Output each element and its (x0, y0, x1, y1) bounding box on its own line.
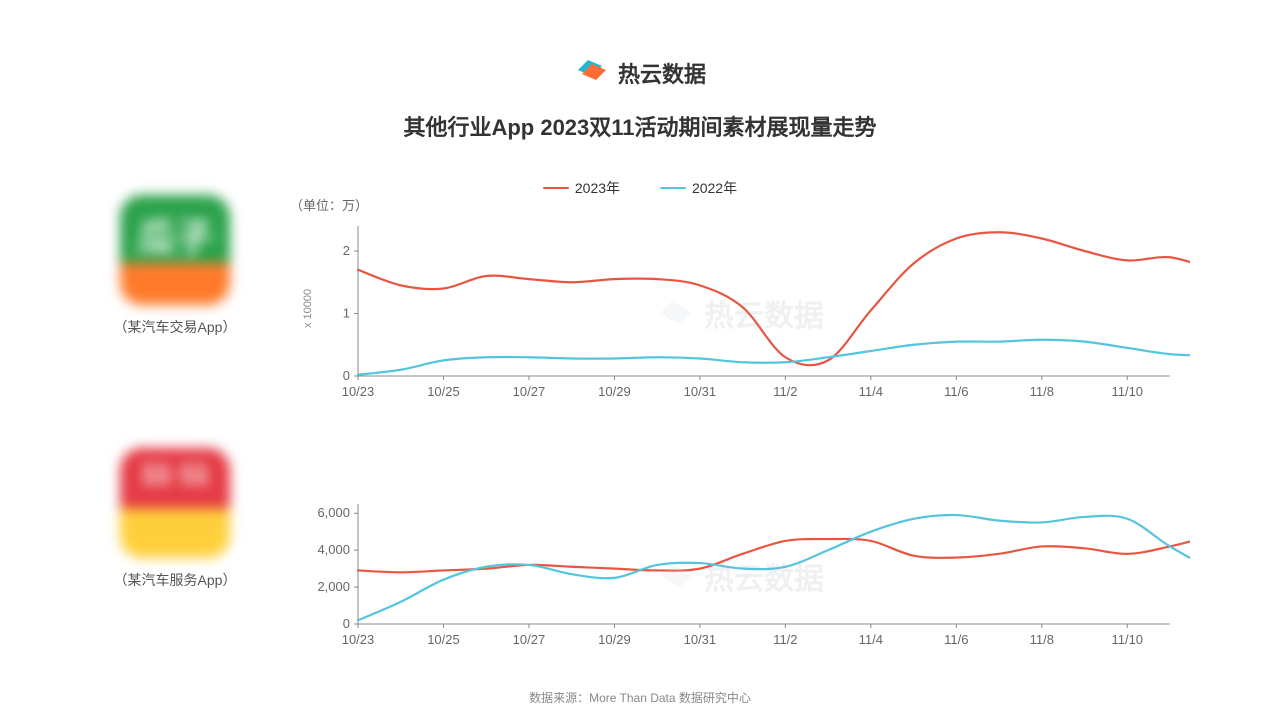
svg-text:11/4: 11/4 (859, 384, 883, 399)
svg-text:11/8: 11/8 (1030, 384, 1054, 399)
chart-svg-car-service: 0 2,000 4,000 6,000 10/23 10/25 10/27 10/29 10/3… (290, 496, 1190, 654)
page-root: 热云数据 其他行业App 2023双11活动期间素材展现量走势 2023年 20… (0, 0, 1280, 720)
svg-text:1: 1 (343, 306, 350, 321)
brand-block: 热云数据 (0, 56, 1280, 89)
svg-text:10/27: 10/27 (513, 632, 546, 647)
chart-wrap-2: 0 2,000 4,000 6,000 10/23 10/25 10/27 10/29 10/3… (290, 496, 1190, 659)
svg-text:10/31: 10/31 (684, 384, 717, 399)
chart-area-car-trade: （单位：万） x 10000 0 1 2 10/23 10/25 10/27 10/29 10… (290, 195, 1190, 411)
app-caption-car-service: （某汽车服务App） (100, 570, 250, 590)
page-title: 其他行业App 2023双11活动期间素材展现量走势 (0, 110, 1280, 142)
svg-text:11/8: 11/8 (1030, 632, 1054, 647)
app-icon-car-trade: 瓜子 (120, 195, 230, 305)
unit-label-chart1: （单位：万） (290, 195, 1190, 214)
y-axis-title-chart1: x 10000 (302, 289, 314, 328)
chart-block-car-service: 11·11 （某汽车服务App） 0 2,000 4,000 6,000 10/23 10… (0, 448, 1280, 678)
app-caption-car-trade: （某汽车交易App） (100, 317, 250, 337)
data-source: 数据来源：More Than Data 数据研究中心 (0, 689, 1280, 706)
svg-text:2,000: 2,000 (317, 579, 350, 594)
chart-wrap-1: x 10000 0 1 2 10/23 10/25 10/27 10/29 10/31 11/2… (290, 218, 1190, 411)
svg-text:10/25: 10/25 (427, 384, 460, 399)
svg-text:11/2: 11/2 (773, 384, 797, 399)
brand-logo-icon (574, 56, 610, 89)
chart-area-car-service: 0 2,000 4,000 6,000 10/23 10/25 10/27 10/29 10/3… (290, 496, 1190, 659)
svg-text:0: 0 (343, 368, 350, 383)
svg-text:10/27: 10/27 (513, 384, 546, 399)
svg-text:10/23: 10/23 (342, 632, 375, 647)
app-column-car-service: 11·11 （某汽车服务App） (100, 448, 250, 590)
svg-text:11/4: 11/4 (859, 632, 883, 647)
svg-text:10/29: 10/29 (598, 384, 631, 399)
svg-text:11/6: 11/6 (944, 632, 968, 647)
chart-block-car-trade: 瓜子 （某汽车交易App） （单位：万） x 10000 0 1 2 10/23 10/… (0, 195, 1280, 425)
svg-text:11/10: 11/10 (1111, 384, 1143, 399)
svg-text:11/2: 11/2 (773, 632, 797, 647)
svg-text:11/6: 11/6 (944, 384, 968, 399)
svg-text:0: 0 (343, 616, 350, 631)
svg-text:10/23: 10/23 (342, 384, 375, 399)
legend-swatch-2022 (660, 187, 686, 189)
chart-svg-car-trade: 0 1 2 10/23 10/25 10/27 10/29 10/31 11/2 11/4 11/6… (290, 218, 1190, 406)
legend-swatch-2023 (543, 187, 569, 189)
app-column-car-trade: 瓜子 （某汽车交易App） (100, 195, 250, 337)
svg-text:10/29: 10/29 (598, 632, 631, 647)
app-icon-car-service: 11·11 (120, 448, 230, 558)
svg-text:2: 2 (343, 243, 350, 258)
svg-text:4,000: 4,000 (317, 542, 350, 557)
svg-text:11/10: 11/10 (1111, 632, 1143, 647)
brand-name: 热云数据 (618, 57, 706, 89)
svg-text:10/31: 10/31 (684, 632, 717, 647)
svg-text:6,000: 6,000 (317, 505, 350, 520)
svg-text:10/25: 10/25 (427, 632, 460, 647)
